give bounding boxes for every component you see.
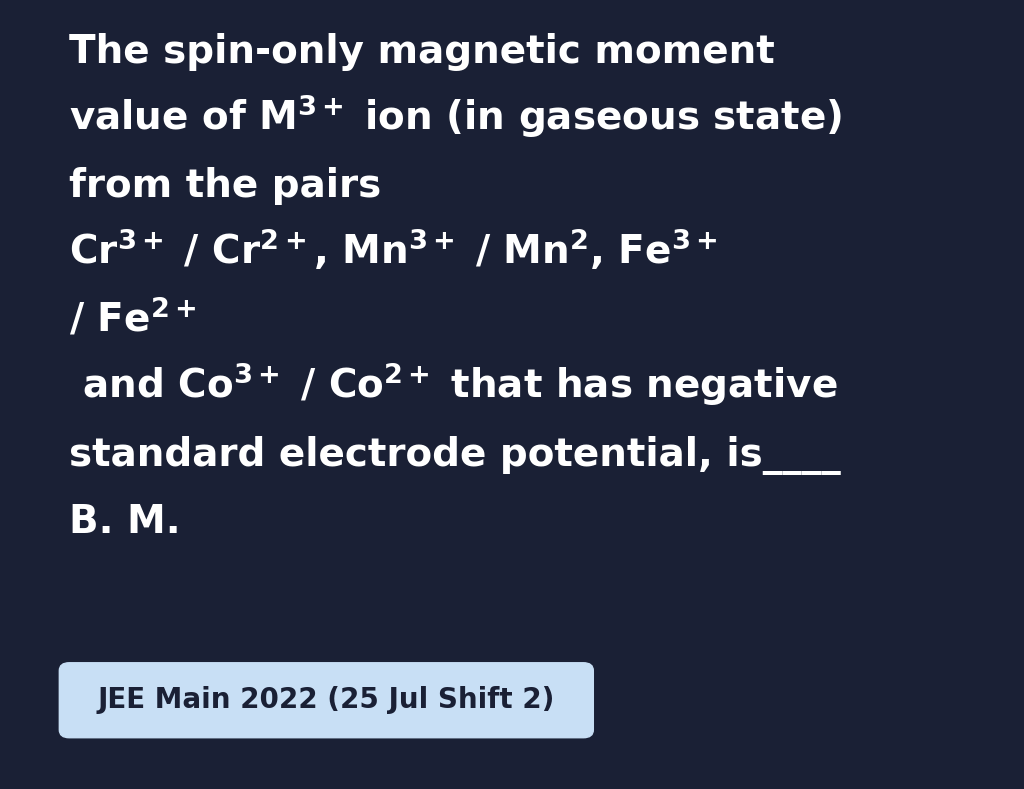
FancyBboxPatch shape (59, 663, 593, 738)
Text: / $\mathbf{Fe^{2+}}$: / $\mathbf{Fe^{2+}}$ (70, 297, 197, 339)
Text: value of $\mathbf{M^{3+}}$ ion (in gaseous state): value of $\mathbf{M^{3+}}$ ion (in gaseo… (70, 92, 843, 140)
Text: JEE Main 2022 (25 Jul Shift 2): JEE Main 2022 (25 Jul Shift 2) (97, 686, 555, 714)
Text: The spin-only magnetic moment: The spin-only magnetic moment (70, 33, 775, 71)
Text: and $\mathbf{Co^{3+}}$ / $\mathbf{Co^{2+}}$ that has negative: and $\mathbf{Co^{3+}}$ / $\mathbf{Co^{2+… (70, 361, 838, 409)
Text: from the pairs: from the pairs (70, 167, 382, 205)
Text: B. M.: B. M. (70, 503, 181, 540)
Text: standard electrode potential, is____: standard electrode potential, is____ (70, 436, 841, 474)
Text: $\mathbf{Cr^{3+}}$ / $\mathbf{Cr^{2+}}$, $\mathbf{Mn^{3+}}$ / $\mathbf{Mn^{2}}$,: $\mathbf{Cr^{3+}}$ / $\mathbf{Cr^{2+}}$,… (70, 226, 718, 272)
